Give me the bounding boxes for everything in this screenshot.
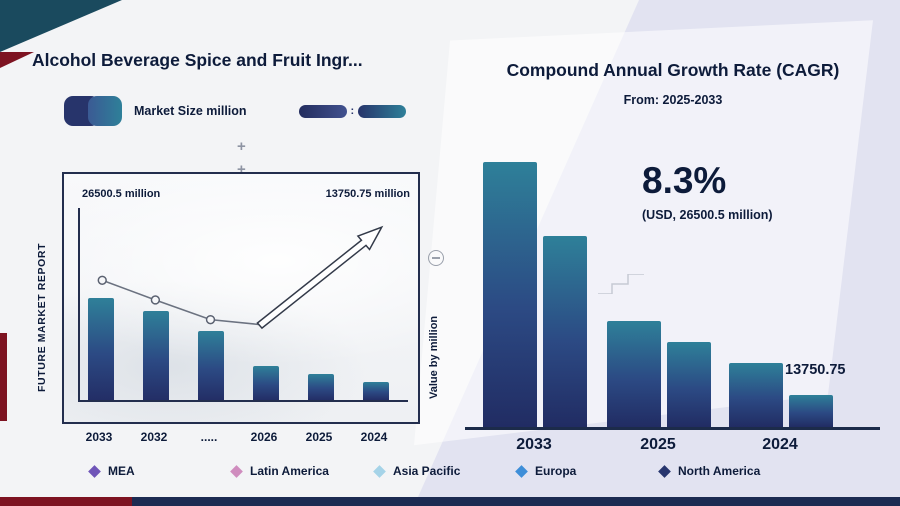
region-legend: MEA Latin America Asia Pacific Europa North … xyxy=(0,464,900,488)
left-bar-2033 xyxy=(88,298,114,400)
legend-pill-dark xyxy=(298,104,347,118)
legend-diamond-icon xyxy=(373,464,386,478)
market-size-legend: Market Size million : xyxy=(64,96,407,126)
market-size-icon xyxy=(64,96,122,126)
annotation-end-value: 13750.75 million xyxy=(325,188,410,200)
right-bar-2033-series-a xyxy=(483,162,537,427)
cagr-note: (USD, 26500.5 million) xyxy=(642,208,773,222)
legend-diamond-icon xyxy=(88,464,101,478)
legend-item-north-america: North America xyxy=(658,464,761,478)
step-decor-icon xyxy=(598,273,644,299)
left-bars xyxy=(64,174,418,422)
left-edge-red-strip xyxy=(0,333,7,421)
left-x-label-2024: 2024 xyxy=(360,430,388,444)
x-axis-line xyxy=(78,400,408,402)
left-x-label-2025: 2025 xyxy=(305,430,333,444)
left-bar-2026 xyxy=(253,366,279,400)
right-x-label-2024: 2024 xyxy=(762,436,798,453)
left-bar-2024 xyxy=(363,382,389,400)
right-bar-2025-series-b xyxy=(667,342,711,427)
left-x-label-2032: 2032 xyxy=(140,430,168,444)
bottom-red-strip xyxy=(0,497,132,506)
right-bar-2033-series-b xyxy=(543,236,587,427)
left-x-label-2026: 2026 xyxy=(250,430,278,444)
left-chart-title: Alcohol Beverage Spice and Fruit Ingr... xyxy=(32,50,363,70)
legend-item-label: Latin America xyxy=(250,464,329,478)
legend-item-mea: MEA xyxy=(88,464,135,478)
plus-decor-icon: + xyxy=(237,138,246,155)
y-axis-line xyxy=(78,208,80,402)
legend-diamond-icon xyxy=(658,464,671,478)
left-x-label-.....: ..... xyxy=(200,430,218,444)
market-size-label: Market Size million xyxy=(134,104,247,118)
corner-accent-red xyxy=(0,52,34,68)
left-x-labels: 2033 2032..... 2026 2025 2024 xyxy=(62,430,420,448)
left-x-label-2033: 2033 xyxy=(85,430,113,444)
right-chart-subtitle: From: 2025-2033 xyxy=(623,93,723,107)
bottom-navy-strip xyxy=(132,497,900,506)
legend-item-latin-america: Latin America xyxy=(230,464,329,478)
legend-pill-separator: : xyxy=(350,105,355,117)
right-x-label-2025: 2025 xyxy=(640,436,676,453)
legend-item-label: Europa xyxy=(535,464,577,478)
left-bar-2025 xyxy=(308,374,334,400)
corner-accent-teal xyxy=(0,0,122,52)
right-chart-title: Compound Annual Growth Rate (CAGR) xyxy=(506,60,840,80)
right-bar-2025-series-a xyxy=(607,321,661,427)
future-market-report-label: FUTURE MARKET REPORT xyxy=(36,242,48,393)
right-bar-2024-series-a xyxy=(729,363,783,427)
right-x-label-2033: 2033 xyxy=(516,436,552,453)
legend-pill-teal xyxy=(358,104,407,118)
plus-decor-icon: + xyxy=(237,161,246,178)
right-x-axis-line xyxy=(465,427,880,430)
legend-item-europa: Europa xyxy=(515,464,577,478)
right-plot: 13750.75 2033 2025 2024 xyxy=(465,158,880,453)
legend-item-asia-pacific: Asia Pacific xyxy=(373,464,461,478)
right-bar-value-label: 13750.75 xyxy=(785,362,846,378)
left-chart-frame: 26500.5 million 13750.75 million xyxy=(62,172,420,424)
annotation-start-value: 26500.5 million xyxy=(82,188,161,200)
legend-diamond-icon xyxy=(230,464,243,478)
legend-diamond-icon xyxy=(515,464,528,478)
legend-item-label: Asia Pacific xyxy=(393,464,461,478)
minus-circle-icon xyxy=(428,250,444,266)
left-bar-2032 xyxy=(143,311,169,400)
left-bar-..... xyxy=(198,331,224,400)
right-bar-2024-series-b xyxy=(789,395,833,427)
legend-item-label: MEA xyxy=(108,464,135,478)
legend-item-label: North America xyxy=(678,464,761,478)
value-by-million-label: Value by million xyxy=(428,315,440,399)
cagr-value: 8.3% xyxy=(642,160,727,201)
